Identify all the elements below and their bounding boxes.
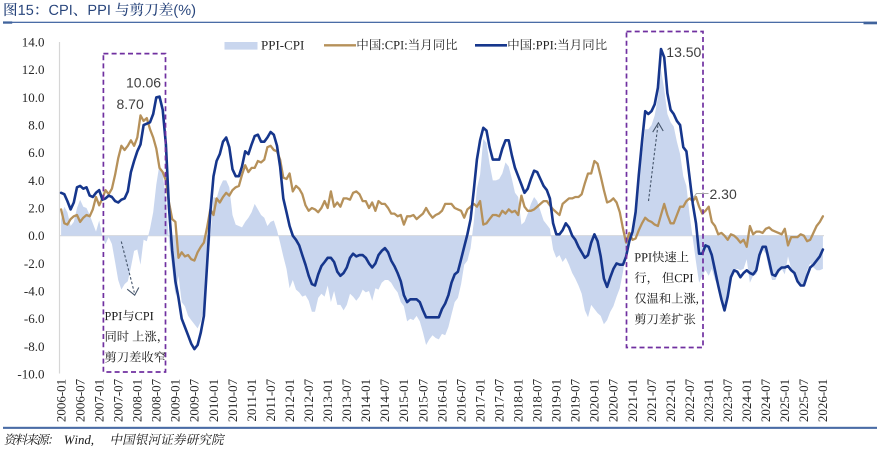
svg-text:6.0: 6.0 xyxy=(28,145,44,160)
svg-text:2018-07: 2018-07 xyxy=(530,378,545,422)
svg-text:2006-01: 2006-01 xyxy=(53,379,68,422)
svg-text:PPI-CPI: PPI-CPI xyxy=(261,37,304,52)
svg-text:2018-01: 2018-01 xyxy=(511,379,526,422)
svg-text:2013-07: 2013-07 xyxy=(339,378,354,422)
svg-text:2014-01: 2014-01 xyxy=(358,379,373,422)
svg-text:2023-07: 2023-07 xyxy=(720,378,735,422)
svg-text:2.0: 2.0 xyxy=(28,201,44,216)
svg-text:8.0: 8.0 xyxy=(28,118,44,133)
svg-text:2010-01: 2010-01 xyxy=(206,379,221,422)
svg-text:2013-01: 2013-01 xyxy=(320,379,335,422)
svg-text:2010-07: 2010-07 xyxy=(225,378,240,422)
svg-text:-4.0: -4.0 xyxy=(24,284,45,299)
svg-text:2024-07: 2024-07 xyxy=(758,378,773,422)
svg-text:2008-01: 2008-01 xyxy=(130,379,145,422)
svg-text:2024-01: 2024-01 xyxy=(739,379,754,422)
svg-text:8.70: 8.70 xyxy=(117,96,144,112)
svg-text:2022-01: 2022-01 xyxy=(663,379,678,422)
svg-text:2017-07: 2017-07 xyxy=(492,378,507,422)
svg-text:12.0: 12.0 xyxy=(22,62,45,77)
svg-text:14.0: 14.0 xyxy=(22,35,45,50)
svg-text:-2.0: -2.0 xyxy=(24,256,45,271)
svg-text:2.30: 2.30 xyxy=(710,186,737,202)
svg-text:2014-07: 2014-07 xyxy=(377,378,392,422)
svg-text:2011-01: 2011-01 xyxy=(244,379,259,422)
svg-text:2015-07: 2015-07 xyxy=(415,378,430,422)
svg-text:2009-01: 2009-01 xyxy=(168,379,183,422)
svg-text:2025-01: 2025-01 xyxy=(777,379,792,422)
svg-text:2021-07: 2021-07 xyxy=(644,378,659,422)
svg-text:2012-01: 2012-01 xyxy=(282,379,297,422)
svg-text:2019-01: 2019-01 xyxy=(549,379,564,422)
svg-text:2026-01: 2026-01 xyxy=(815,379,830,422)
svg-text:-6.0: -6.0 xyxy=(24,311,45,326)
svg-text:2016-07: 2016-07 xyxy=(453,378,468,422)
svg-text:13.50: 13.50 xyxy=(666,44,701,60)
svg-text:2023-01: 2023-01 xyxy=(701,379,716,422)
svg-text:-8.0: -8.0 xyxy=(24,339,45,354)
svg-text:2007-07: 2007-07 xyxy=(111,378,126,422)
svg-text:2017-01: 2017-01 xyxy=(472,379,487,422)
svg-text:2006-07: 2006-07 xyxy=(72,378,87,422)
svg-text:4.0: 4.0 xyxy=(28,173,44,188)
svg-text:2022-07: 2022-07 xyxy=(682,378,697,422)
svg-text:10.06: 10.06 xyxy=(126,74,161,90)
svg-text:2011-07: 2011-07 xyxy=(263,378,278,421)
svg-text:2019-07: 2019-07 xyxy=(568,378,583,422)
svg-text:2009-07: 2009-07 xyxy=(187,378,202,422)
svg-text:2015-01: 2015-01 xyxy=(396,379,411,422)
svg-text:2020-01: 2020-01 xyxy=(587,379,602,422)
svg-text:0.0: 0.0 xyxy=(28,228,44,243)
svg-text:10.0: 10.0 xyxy=(22,90,45,105)
svg-text:2020-07: 2020-07 xyxy=(606,378,621,422)
svg-text:2012-07: 2012-07 xyxy=(301,378,316,422)
svg-text:2016-01: 2016-01 xyxy=(434,379,449,422)
svg-text:-10.0: -10.0 xyxy=(17,367,44,382)
svg-text:2008-07: 2008-07 xyxy=(149,378,164,422)
svg-text:2007-01: 2007-01 xyxy=(92,379,107,422)
svg-text:2021-01: 2021-01 xyxy=(625,379,640,422)
svg-text:2025-07: 2025-07 xyxy=(796,378,811,422)
